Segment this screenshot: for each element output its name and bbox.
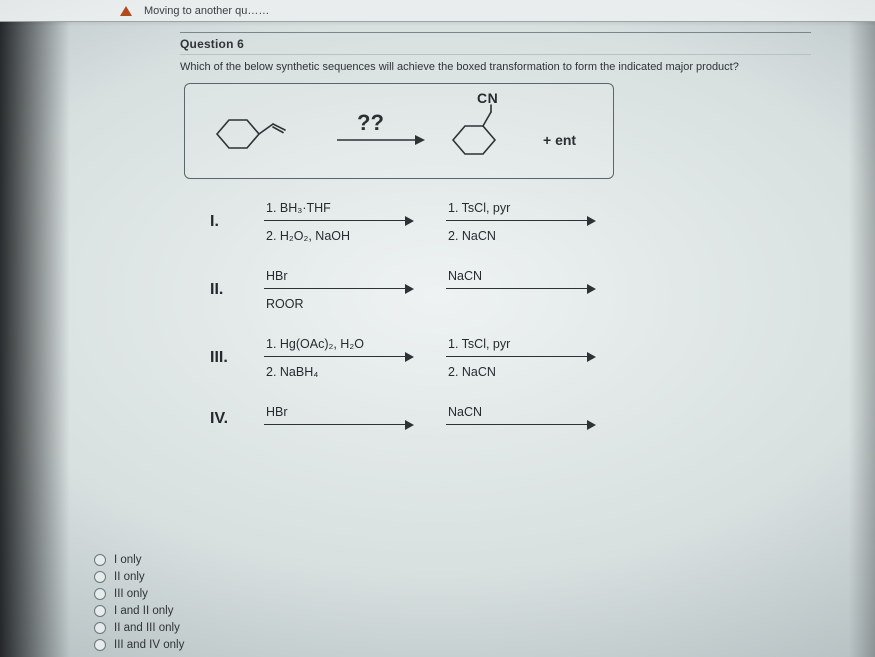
answer-label: III only <box>114 588 148 600</box>
arrow-icon <box>446 284 596 294</box>
route-step: NaCN <box>446 405 596 433</box>
warning-icon <box>120 6 132 16</box>
answer-label: II only <box>114 571 145 583</box>
unknown-reagent: ?? <box>357 110 384 136</box>
product-structure <box>439 102 519 164</box>
answer-option[interactable]: I and II only <box>94 605 184 617</box>
reagent-bottom: 2. H₂O₂, NaOH <box>264 229 352 243</box>
radio-icon[interactable] <box>94 571 106 583</box>
arrow-icon <box>264 216 414 226</box>
route-step: 1. BH₃·THF 2. H₂O₂, NaOH <box>264 201 414 243</box>
cropped-toolbar: Moving to another qu…… <box>0 0 875 22</box>
answer-choices: I only II only III only I and II only II… <box>94 554 184 651</box>
photo-frame: Moving to another qu…… Question 6 Which … <box>0 0 875 657</box>
reagent-bottom: 2. NaBH₄ <box>264 365 320 379</box>
reagent-top: 1. TsCl, pyr <box>446 201 512 215</box>
arrow-icon <box>446 216 596 226</box>
question-prompt: Which of the below synthetic sequences w… <box>180 61 811 73</box>
transformation-box: ?? CN + ent <box>184 83 614 179</box>
starting-material-structure <box>199 106 289 166</box>
route-step: 1. TsCl, pyr 2. NaCN <box>446 201 596 243</box>
route-step: 1. TsCl, pyr 2. NaCN <box>446 337 596 379</box>
route-I: I. 1. BH₃·THF 2. H₂O₂, NaOH 1. TsCl, pyr… <box>210 201 670 243</box>
route-step: HBr ROOR <box>264 269 414 311</box>
route-III: III. 1. Hg(OAc)₂, H₂O 2. NaBH₄ 1. TsCl, … <box>210 337 670 379</box>
answer-label: II and III only <box>114 622 180 634</box>
synthetic-routes: I. 1. BH₃·THF 2. H₂O₂, NaOH 1. TsCl, pyr… <box>210 201 670 433</box>
arrow-icon <box>264 284 414 294</box>
question-sheet: Question 6 Which of the below synthetic … <box>80 22 835 657</box>
radio-icon[interactable] <box>94 622 106 634</box>
reagent-bottom: ROOR <box>264 297 306 311</box>
reagent-top: NaCN <box>446 269 484 283</box>
roman-numeral: IV. <box>210 410 264 428</box>
answer-label: I and II only <box>114 605 173 617</box>
answer-option[interactable]: II only <box>94 571 184 583</box>
answer-option[interactable]: I only <box>94 554 184 566</box>
answer-option[interactable]: III only <box>94 588 184 600</box>
route-step: HBr <box>264 405 414 433</box>
route-II: II. HBr ROOR NaCN <box>210 269 670 311</box>
route-IV: IV. HBr NaCN <box>210 405 670 433</box>
arrow-icon <box>264 352 414 362</box>
radio-icon[interactable] <box>94 554 106 566</box>
reagent-top: NaCN <box>446 405 484 419</box>
reagent-bottom: 2. NaCN <box>446 229 498 243</box>
toolbar-fragment-text: Moving to another qu…… <box>144 5 269 17</box>
route-step: 1. Hg(OAc)₂, H₂O 2. NaBH₄ <box>264 337 414 379</box>
answer-option[interactable]: II and III only <box>94 622 184 634</box>
roman-numeral: II. <box>210 281 264 299</box>
answer-label: III and IV only <box>114 639 184 651</box>
radio-icon[interactable] <box>94 639 106 651</box>
roman-numeral: I. <box>210 213 264 231</box>
reagent-top: 1. Hg(OAc)₂, H₂O <box>264 337 366 351</box>
answer-option[interactable]: III and IV only <box>94 639 184 651</box>
question-header: Question 6 <box>180 32 811 55</box>
reagent-top: 1. TsCl, pyr <box>446 337 512 351</box>
reaction-arrow-icon <box>335 134 425 146</box>
question-number: Question 6 <box>180 37 811 51</box>
route-step: NaCN <box>446 269 596 311</box>
reagent-bottom: 2. NaCN <box>446 365 498 379</box>
arrow-icon <box>446 420 596 430</box>
arrow-icon <box>264 420 414 430</box>
reagent-top: HBr <box>264 405 290 419</box>
reagent-top: 1. BH₃·THF <box>264 201 333 215</box>
radio-icon[interactable] <box>94 588 106 600</box>
arrow-icon <box>446 352 596 362</box>
answer-label: I only <box>114 554 142 566</box>
radio-icon[interactable] <box>94 605 106 617</box>
reagent-top: HBr <box>264 269 290 283</box>
roman-numeral: III. <box>210 349 264 367</box>
plus-enantiomer: + ent <box>543 132 576 148</box>
